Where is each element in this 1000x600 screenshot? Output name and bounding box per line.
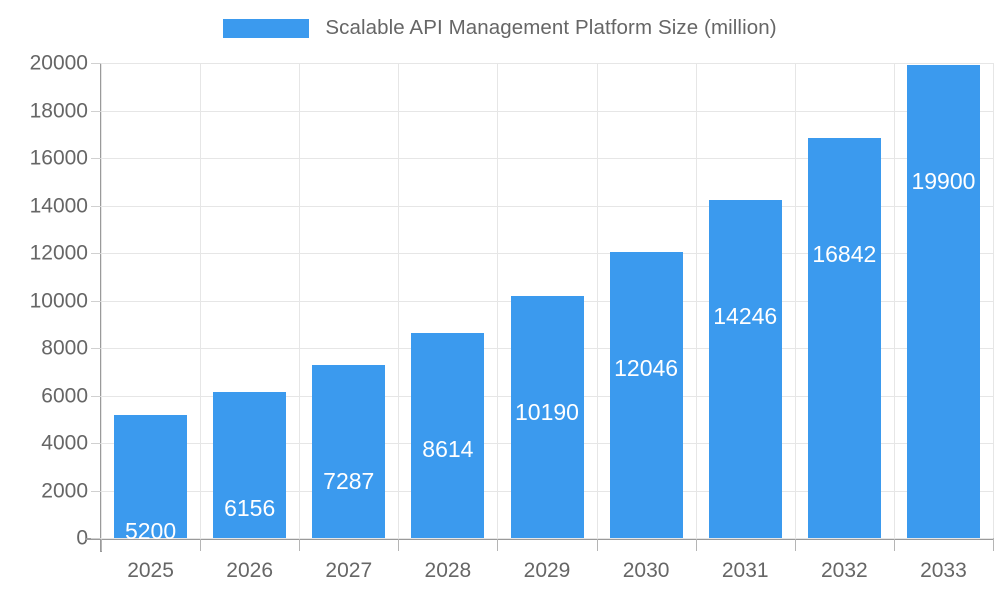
chart-legend: Scalable API Management Platform Size (m… (0, 10, 1000, 46)
x-axis-line (85, 538, 993, 540)
gridline-horizontal (101, 205, 993, 207)
y-axis-tick-mark (91, 158, 101, 159)
y-axis-tick-mark (91, 205, 101, 207)
y-axis-tick-mark (91, 348, 101, 349)
y-axis-tick-label: 2000 (41, 479, 88, 502)
gridline-vertical (398, 63, 400, 538)
y-axis-tick-mark (91, 538, 101, 539)
gridline-vertical (200, 63, 202, 538)
y-axis-tick-label: 12000 (29, 241, 88, 265)
y-axis-tick-label: 16000 (29, 146, 88, 170)
x-axis-tick-mark (101, 538, 102, 551)
gridline-vertical (497, 63, 499, 538)
bar-value-label: 16842 (812, 241, 877, 267)
x-axis-tick-mark (497, 538, 499, 551)
gridline-vertical (794, 63, 796, 538)
bar[interactable] (411, 333, 485, 538)
x-axis-tick-label: 2033 (920, 559, 967, 582)
bar[interactable] (609, 251, 683, 538)
bar[interactable] (906, 65, 980, 538)
x-axis-tick-label: 2032 (820, 559, 868, 582)
plot-area (101, 63, 994, 539)
bar-value-label: 10190 (515, 398, 579, 425)
y-axis-tick-label: 0 (76, 526, 88, 550)
y-axis-tick-mark (91, 63, 101, 64)
y-axis-tick-label: 8000 (41, 336, 88, 360)
bar-value-label: 5200 (124, 517, 177, 544)
bar-value-label: 14246 (713, 302, 778, 329)
x-axis-tick-label: 2030 (622, 559, 670, 582)
gridline-vertical (695, 63, 697, 538)
x-axis-tick-mark (596, 538, 598, 551)
bar[interactable] (114, 414, 188, 538)
y-axis-tick-mark (91, 395, 101, 397)
bar-value-label: 19900 (911, 168, 976, 195)
x-axis-tick-mark (695, 538, 697, 551)
x-axis-tick-mark (200, 538, 202, 551)
y-axis-tick-mark (91, 443, 101, 444)
gridline-horizontal (101, 158, 993, 159)
y-axis-tick-label: 18000 (29, 99, 88, 122)
y-axis-tick-labels: 0 2000 4000 6000 8000 10000 12000 14000 16000 180… (0, 0, 88, 600)
legend-label: Scalable API Management Platform Size (m… (325, 16, 777, 39)
y-axis-tick-mark (91, 490, 101, 492)
x-axis-tick-mark (299, 538, 301, 551)
x-axis-tick-label: 2025 (127, 559, 174, 582)
gridline-horizontal (101, 63, 993, 64)
x-axis-tick-label: 2031 (721, 559, 769, 582)
legend-swatch-icon (223, 18, 310, 38)
y-axis-tick-label: 6000 (41, 384, 88, 407)
y-axis-tick-mark (91, 253, 101, 254)
bar-value-label: 6156 (224, 494, 276, 521)
x-axis-tick-label: 2026 (226, 559, 274, 582)
bar[interactable] (807, 138, 881, 538)
y-axis-tick-label: 20000 (29, 51, 88, 75)
x-axis-tick-mark (398, 538, 400, 551)
gridline-vertical (893, 63, 895, 538)
bar-value-label: 8614 (422, 436, 474, 463)
bar-value-label: 7287 (323, 467, 375, 494)
gridline-horizontal (101, 253, 993, 254)
y-axis-tick-mark (91, 300, 101, 302)
gridline-horizontal (101, 538, 993, 539)
bar[interactable] (708, 199, 782, 538)
bar[interactable] (312, 364, 386, 538)
y-axis-tick-label: 10000 (29, 289, 88, 312)
bar[interactable] (213, 391, 287, 538)
gridline-vertical (993, 63, 994, 538)
x-axis-tick-label: 2027 (325, 559, 373, 582)
gridline-horizontal (101, 110, 993, 112)
gridline-vertical (299, 63, 301, 538)
x-axis-tick-mark (794, 538, 796, 551)
y-axis-tick-label: 4000 (41, 431, 88, 455)
bar-value-label: 12046 (614, 354, 679, 381)
x-axis-tick-label: 2028 (424, 559, 472, 582)
x-axis-tick-mark (893, 538, 895, 551)
bar[interactable] (510, 296, 584, 538)
gridline-vertical (101, 63, 102, 538)
y-axis-tick-label: 14000 (29, 194, 88, 217)
gridline-vertical (596, 63, 598, 538)
y-axis-tick-mark (91, 110, 101, 112)
x-axis-tick-mark (993, 538, 994, 551)
x-axis-tick-label: 2029 (523, 559, 571, 582)
